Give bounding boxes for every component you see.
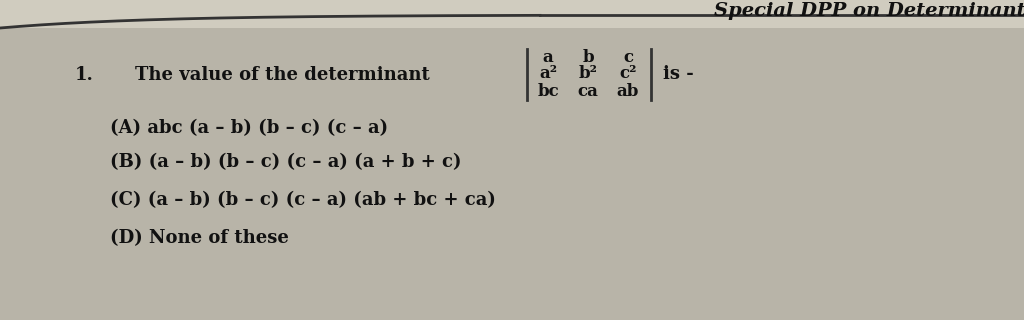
Text: bc: bc [538,84,559,100]
Text: a: a [543,49,553,66]
Text: ca: ca [578,84,598,100]
Text: c²: c² [620,66,637,83]
Text: ab: ab [616,84,639,100]
Text: Special DPP on Determinant: Special DPP on Determinant [714,2,1024,20]
Text: The value of the determinant: The value of the determinant [135,66,430,84]
Text: b: b [583,49,594,66]
Text: 1.: 1. [75,66,94,84]
Text: (A) abc (a – b) (b – c) (c – a): (A) abc (a – b) (b – c) (c – a) [110,119,388,137]
Text: a²: a² [539,66,557,83]
Text: (D) None of these: (D) None of these [110,229,289,247]
Text: (B) (a – b) (b – c) (c – a) (a + b + c): (B) (a – b) (b – c) (c – a) (a + b + c) [110,153,462,171]
Bar [0,0,1024,28]
Text: is -: is - [663,65,693,83]
Text: b²: b² [579,66,597,83]
Text: (C) (a – b) (b – c) (c – a) (ab + bc + ca): (C) (a – b) (b – c) (c – a) (ab + bc + c… [110,191,496,209]
Text: c: c [623,49,633,66]
